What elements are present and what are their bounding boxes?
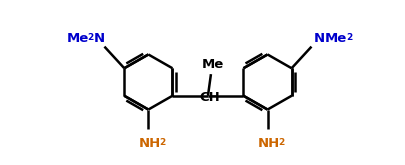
Text: Me: Me — [202, 58, 224, 71]
Text: 2: 2 — [279, 138, 285, 147]
Text: Me: Me — [324, 32, 347, 45]
Text: Me: Me — [67, 32, 89, 45]
Text: 2: 2 — [87, 33, 94, 42]
Text: 2: 2 — [346, 33, 352, 42]
Text: N: N — [313, 32, 324, 45]
Text: CH: CH — [200, 91, 220, 104]
Text: NH: NH — [139, 137, 161, 150]
Text: N: N — [94, 32, 104, 45]
Text: NH: NH — [258, 137, 280, 150]
Text: 2: 2 — [159, 138, 166, 147]
